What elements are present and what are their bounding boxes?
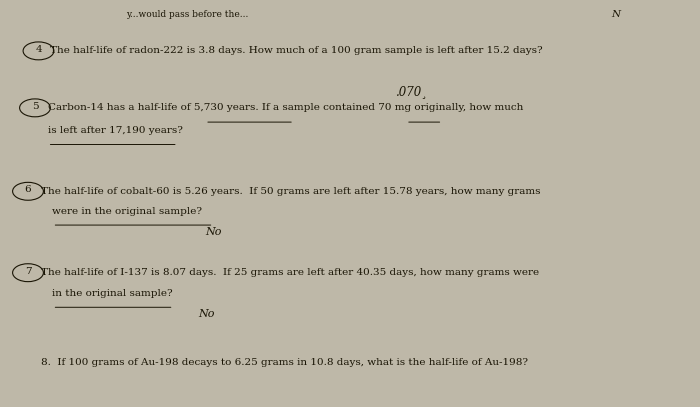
- Text: 8.  If 100 grams of Au-198 decays to 6.25 grams in 10.8 days, what is the half-l: 8. If 100 grams of Au-198 decays to 6.25…: [41, 358, 528, 367]
- Text: The half-life of radon-222 is 3.8 days. How much of a 100 gram sample is left af: The half-life of radon-222 is 3.8 days. …: [50, 46, 543, 55]
- Text: 4: 4: [35, 45, 42, 54]
- Text: The half-life of I-137 is 8.07 days.  If 25 grams are left after 40.35 days, how: The half-life of I-137 is 8.07 days. If …: [41, 268, 539, 277]
- Text: 7: 7: [25, 267, 32, 276]
- Text: No: No: [205, 227, 222, 237]
- Text: The half-life of cobalt-60 is 5.26 years.  If 50 grams are left after 15.78 year: The half-life of cobalt-60 is 5.26 years…: [41, 187, 540, 196]
- Text: is left after 17,190 years?: is left after 17,190 years?: [48, 126, 183, 135]
- Text: in the original sample?: in the original sample?: [52, 289, 173, 298]
- Text: y...would pass before the...: y...would pass before the...: [126, 10, 248, 19]
- Text: .070¸: .070¸: [395, 85, 428, 98]
- Text: 6: 6: [25, 185, 32, 194]
- Text: N: N: [611, 10, 621, 19]
- Text: Carbon-14 has a half-life of 5,730 years. If a sample contained 70 mg originally: Carbon-14 has a half-life of 5,730 years…: [48, 103, 523, 112]
- Text: 5: 5: [32, 102, 38, 111]
- Text: No: No: [198, 309, 215, 319]
- Text: were in the original sample?: were in the original sample?: [52, 207, 202, 216]
